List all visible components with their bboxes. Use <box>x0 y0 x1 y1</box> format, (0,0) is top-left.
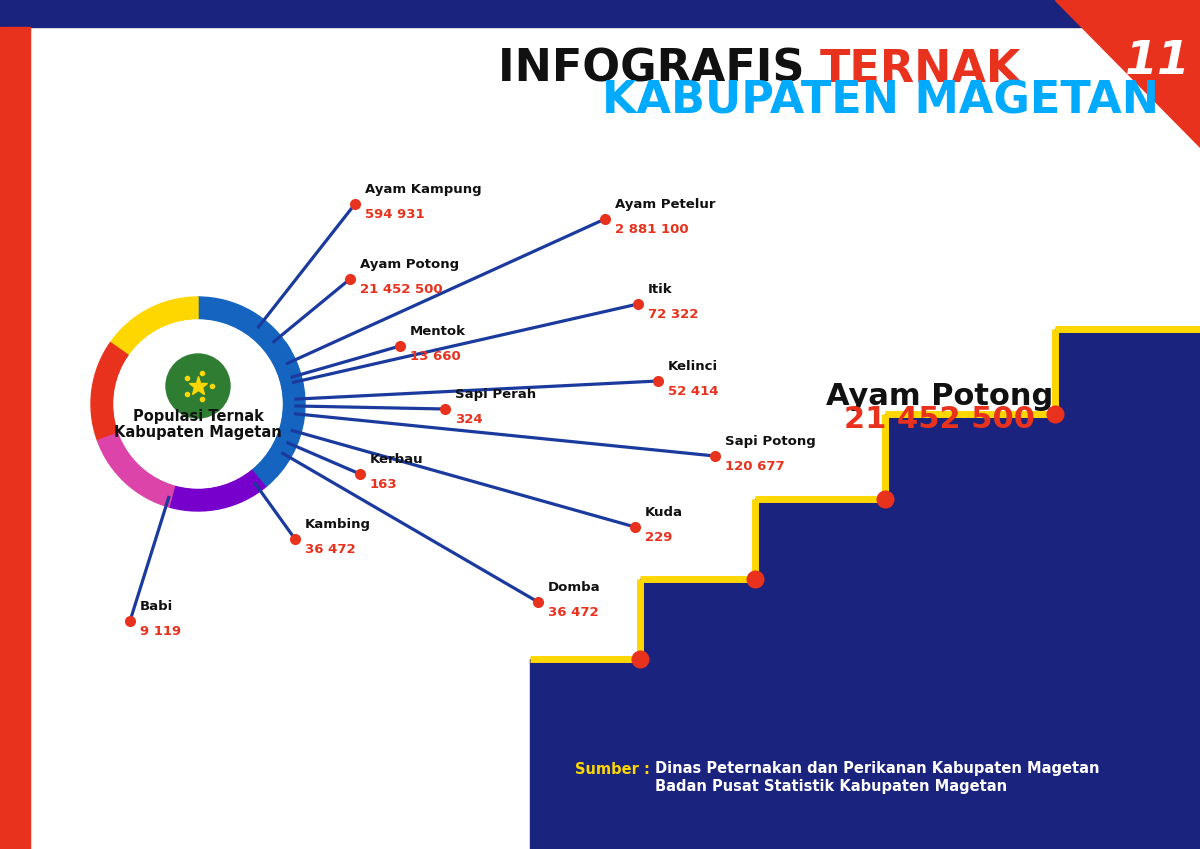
Text: 72 322: 72 322 <box>648 308 698 321</box>
Text: Babi: Babi <box>140 600 173 613</box>
Text: 324: 324 <box>455 413 482 426</box>
Wedge shape <box>97 433 176 508</box>
Wedge shape <box>253 343 305 486</box>
Wedge shape <box>110 297 198 355</box>
Polygon shape <box>530 329 1200 849</box>
Polygon shape <box>1055 0 1200 147</box>
Text: 21 452 500: 21 452 500 <box>845 404 1036 434</box>
Text: 11: 11 <box>1126 38 1190 83</box>
Text: Ayam Kampung: Ayam Kampung <box>365 183 481 196</box>
Text: 163: 163 <box>370 478 397 491</box>
Text: Mentok: Mentok <box>410 325 466 338</box>
Text: Kerbau: Kerbau <box>370 453 424 466</box>
Text: Kambing: Kambing <box>305 518 371 531</box>
Text: Badan Pusat Statistik Kabupaten Magetan: Badan Pusat Statistik Kabupaten Magetan <box>655 779 1007 795</box>
Text: Ayam Petelur: Ayam Petelur <box>616 198 715 211</box>
Text: Domba: Domba <box>548 581 601 594</box>
Text: 120 677: 120 677 <box>725 460 785 473</box>
Text: Ayam Potong: Ayam Potong <box>360 258 460 271</box>
Text: Kelinci: Kelinci <box>668 360 718 373</box>
Text: 36 472: 36 472 <box>548 606 599 619</box>
Text: Populasi Ternak: Populasi Ternak <box>132 408 264 424</box>
Text: 21 452 500: 21 452 500 <box>360 283 443 296</box>
Text: 9 119: 9 119 <box>140 625 181 638</box>
Text: Kuda: Kuda <box>646 506 683 519</box>
Text: Sumber :: Sumber : <box>575 762 655 777</box>
Circle shape <box>114 320 282 488</box>
Bar <box>0 0 1200 27</box>
Text: 13 660: 13 660 <box>410 350 461 363</box>
Text: 594 931: 594 931 <box>365 208 425 221</box>
Text: Kabupaten Magetan: Kabupaten Magetan <box>114 424 282 440</box>
Text: Ayam Potong: Ayam Potong <box>827 381 1054 411</box>
Text: 52 414: 52 414 <box>668 385 719 398</box>
Text: Sapi Perah: Sapi Perah <box>455 388 536 401</box>
Wedge shape <box>91 343 128 441</box>
Circle shape <box>166 354 230 418</box>
Wedge shape <box>170 469 266 511</box>
Text: 2 881 100: 2 881 100 <box>616 223 689 236</box>
Wedge shape <box>198 297 290 362</box>
Text: Itik: Itik <box>648 283 673 296</box>
Bar <box>0 27 30 849</box>
Text: INFOGRAFIS: INFOGRAFIS <box>498 48 820 91</box>
Text: TERNAK: TERNAK <box>820 48 1021 91</box>
Text: Sapi Potong: Sapi Potong <box>725 435 816 448</box>
Text: Dinas Peternakan dan Perikanan Kabupaten Magetan: Dinas Peternakan dan Perikanan Kabupaten… <box>655 762 1099 777</box>
Text: KABUPATEN MAGETAN: KABUPATEN MAGETAN <box>601 80 1158 122</box>
Text: 229: 229 <box>646 531 672 544</box>
Text: 36 472: 36 472 <box>305 543 355 556</box>
